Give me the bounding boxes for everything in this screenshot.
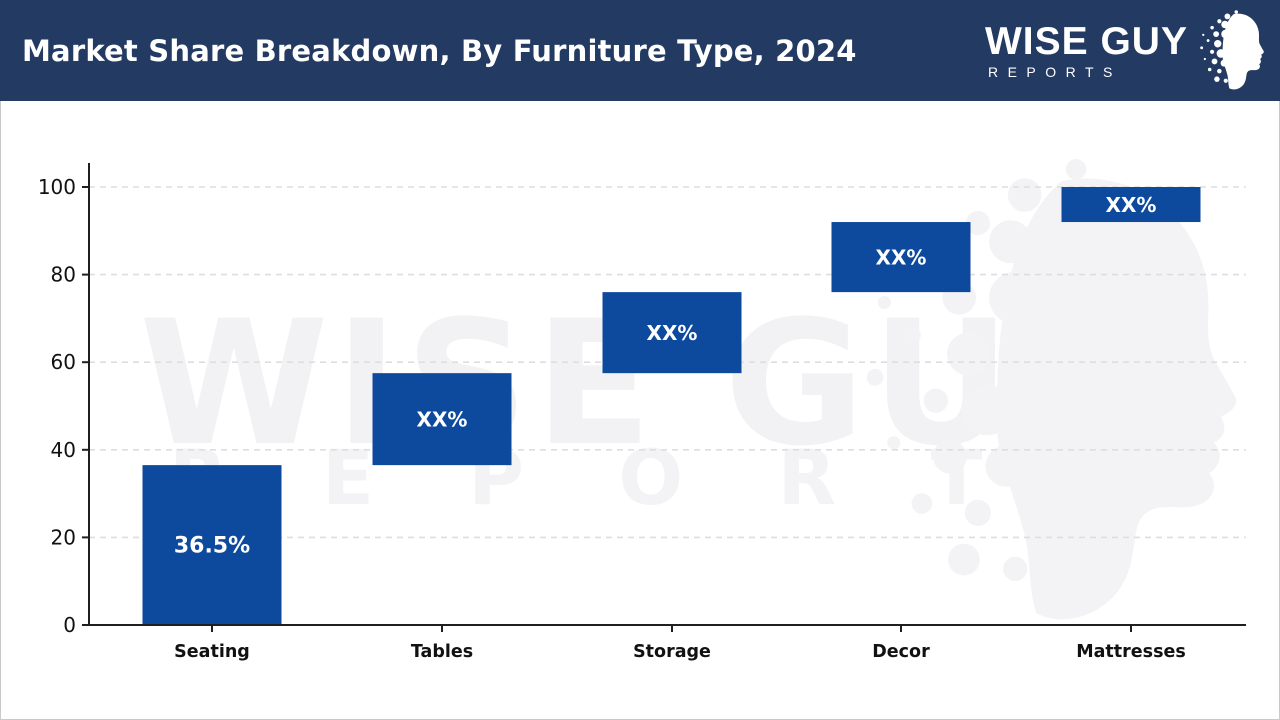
page-title: Market Share Breakdown, By Furniture Typ… — [22, 33, 857, 68]
y-tick-label-80: 80 — [51, 263, 76, 287]
bar-label-tables: XX% — [417, 408, 468, 432]
x-tick-label-mattresses: Mattresses — [1076, 642, 1186, 662]
y-tick-label-0: 0 — [63, 613, 76, 637]
y-tick-label-40: 40 — [51, 438, 76, 462]
x-tick-label-seating: Seating — [174, 642, 250, 662]
x-tick-label-decor: Decor — [872, 642, 930, 662]
y-tick-label-60: 60 — [51, 350, 76, 374]
bar-mattresses — [1061, 187, 1201, 223]
logo-wordmark: WISE GUY — [984, 20, 1188, 63]
bar-label-storage: XX% — [647, 321, 698, 345]
bar-decor — [831, 222, 971, 293]
brand-logo: WISE GUY REPORTS — [985, 7, 1266, 95]
x-tick-label-storage: Storage — [633, 642, 711, 662]
x-tick-label-tables: Tables — [411, 642, 473, 662]
logo-head-icon — [1200, 9, 1264, 89]
bar-seating — [142, 465, 282, 625]
logo-subtext: REPORTS — [987, 64, 1122, 80]
bar-tables — [372, 373, 512, 466]
bar-label-decor: XX% — [876, 246, 927, 270]
bar-label-mattresses: XX% — [1106, 193, 1157, 217]
bar-storage — [602, 292, 742, 374]
bar-label-seating: 36.5% — [174, 534, 250, 559]
logo-wordmark-block: WISE GUY REPORTS — [984, 20, 1188, 80]
waterfall-chart: 36.5% XX% XX% XX% XX% 0 20 40 60 80 100 Seating Tabl… — [38, 163, 1246, 662]
header-bar: Market Share Breakdown, By Furniture Typ… — [0, 0, 1280, 101]
chart-area: WISE GUY R E P O R T S 36.5% XX% XX% XX% XX%… — [0, 101, 1280, 720]
y-tick-label-100: 100 — [38, 175, 76, 199]
y-tick-label-20: 20 — [51, 525, 76, 549]
